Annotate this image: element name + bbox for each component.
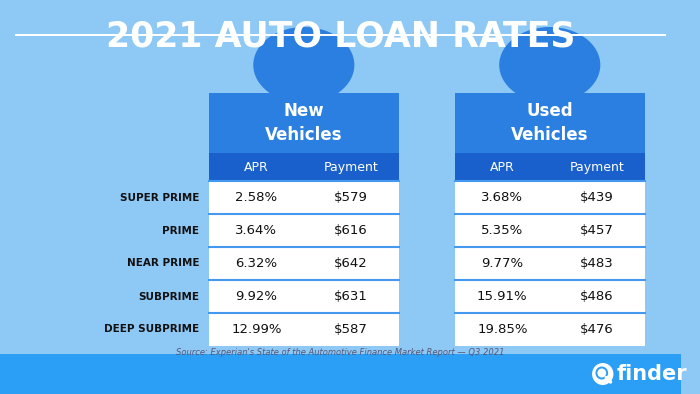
Ellipse shape [253, 27, 354, 103]
Circle shape [597, 368, 606, 377]
Text: Payment: Payment [324, 160, 379, 173]
Bar [455, 181, 645, 214]
Text: APR: APR [490, 160, 514, 173]
Text: $579: $579 [335, 191, 368, 204]
Text: DEEP SUBPRIME: DEEP SUBPRIME [104, 325, 200, 335]
Text: $457: $457 [580, 224, 614, 237]
Circle shape [596, 366, 608, 379]
Text: Payment: Payment [570, 160, 624, 173]
Text: SUPER PRIME: SUPER PRIME [120, 193, 199, 203]
Bar [209, 280, 398, 313]
Text: Used
Vehicles: Used Vehicles [511, 102, 589, 144]
Bar [209, 153, 398, 181]
Circle shape [592, 363, 613, 385]
Text: 9.77%: 9.77% [482, 257, 524, 270]
Text: $476: $476 [580, 323, 614, 336]
Text: $631: $631 [335, 290, 368, 303]
Text: $642: $642 [335, 257, 368, 270]
Text: 3.68%: 3.68% [482, 191, 524, 204]
Bar [209, 214, 398, 247]
Text: 15.91%: 15.91% [477, 290, 528, 303]
Text: Source: Experian's State of the Automotive Finance Market Report — Q3 2021: Source: Experian's State of the Automoti… [176, 348, 505, 357]
Text: SUBPRIME: SUBPRIME [139, 292, 199, 301]
Text: 12.99%: 12.99% [231, 323, 281, 336]
Bar [15, 33, 666, 36]
Text: $587: $587 [335, 323, 368, 336]
Text: $483: $483 [580, 257, 614, 270]
Text: 5.35%: 5.35% [481, 224, 524, 237]
Text: 19.85%: 19.85% [477, 323, 528, 336]
Text: $616: $616 [335, 224, 368, 237]
Bar [0, 354, 680, 394]
Text: 3.64%: 3.64% [235, 224, 277, 237]
Bar [455, 214, 645, 247]
Bar [209, 247, 398, 280]
Bar [455, 153, 645, 181]
Text: $486: $486 [580, 290, 614, 303]
Text: NEAR PRIME: NEAR PRIME [127, 258, 200, 268]
Text: New
Vehicles: New Vehicles [265, 102, 342, 144]
Bar [455, 280, 645, 313]
Bar [455, 93, 645, 153]
Bar [209, 93, 398, 153]
Text: 2.58%: 2.58% [235, 191, 277, 204]
Text: finder: finder [617, 364, 687, 384]
Text: APR: APR [244, 160, 269, 173]
Bar [209, 181, 398, 214]
Text: $439: $439 [580, 191, 614, 204]
Text: 2021 AUTO LOAN RATES: 2021 AUTO LOAN RATES [106, 19, 575, 53]
Text: 9.92%: 9.92% [235, 290, 277, 303]
Ellipse shape [499, 27, 601, 103]
Bar [455, 313, 645, 346]
Text: PRIME: PRIME [162, 225, 199, 236]
Bar [455, 247, 645, 280]
Text: 6.32%: 6.32% [235, 257, 277, 270]
Bar [209, 313, 398, 346]
